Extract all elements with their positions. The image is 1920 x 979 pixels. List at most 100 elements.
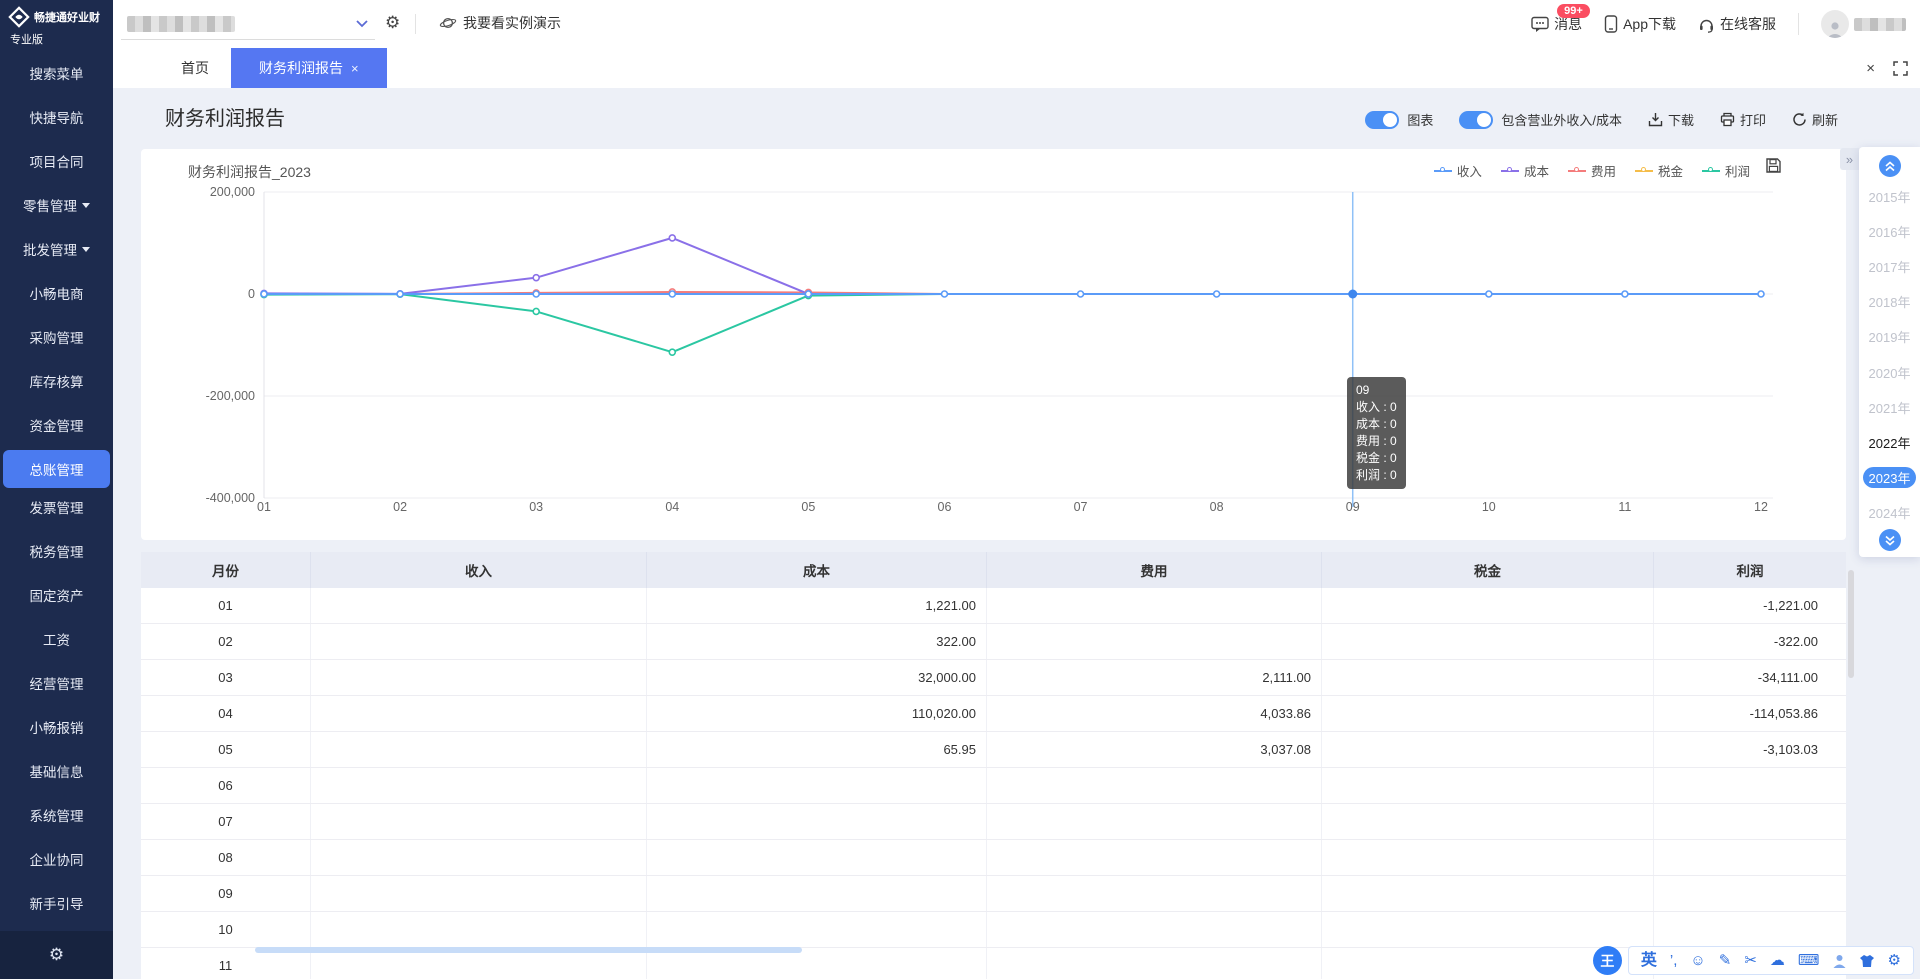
print-button[interactable]: 打印 — [1720, 110, 1766, 129]
year-panel-collapse-handle[interactable]: » — [1840, 148, 1859, 170]
sidebar-item-批发管理[interactable]: 批发管理 — [0, 227, 113, 271]
tab-财务利润报告[interactable]: 财务利润报告 × — [231, 48, 387, 88]
sidebar-item-总账管理[interactable]: 总账管理 — [3, 450, 110, 488]
page-title: 财务利润报告 — [165, 108, 285, 130]
close-all-icon[interactable]: × — [1866, 59, 1875, 77]
tab-close-icon[interactable]: × — [351, 60, 359, 76]
sidebar-item-零售管理[interactable]: 零售管理 — [0, 183, 113, 227]
legend-marker — [1701, 167, 1720, 172]
tab-首页[interactable]: 首页 — [181, 60, 209, 76]
ime-pen-icon[interactable]: ✎ — [1718, 952, 1732, 969]
table-row[interactable]: 07 — [141, 804, 1846, 840]
table-row[interactable]: 06 — [141, 768, 1846, 804]
sidebar-item-小畅电商[interactable]: 小畅电商 — [29, 287, 84, 302]
legend-item-收入[interactable]: 收入 — [1433, 161, 1482, 180]
year-option-2023年[interactable]: 2023年 — [1862, 466, 1917, 488]
sidebar-item-基础信息[interactable]: 基础信息 — [29, 765, 84, 780]
ime-cloud-icon[interactable]: ☁ — [1769, 952, 1785, 969]
sidebar-item-固定资产[interactable]: 固定资产 — [29, 589, 84, 604]
year-option-2020年[interactable]: 2020年 — [1868, 365, 1911, 381]
sidebar-item-工资[interactable]: 工资 — [43, 633, 70, 648]
gear-icon[interactable]: ⚙ — [385, 13, 401, 32]
table-body: 01 1,221.00 -1,221.00 02 322.00 -322.00 03 32,0… — [141, 588, 1846, 979]
include-nonoperating-toggle[interactable] — [1459, 110, 1494, 129]
sidebar-item-经营管理[interactable]: 经营管理 — [29, 677, 84, 692]
table-row[interactable]: 10 — [141, 912, 1846, 948]
ime-emoji-icon[interactable]: ☺ — [1690, 952, 1706, 969]
sidebar-item-项目合同[interactable]: 项目合同 — [29, 155, 84, 170]
sidebar-item-库存核算[interactable]: 库存核算 — [29, 375, 84, 390]
table-row[interactable]: 05 65.95 3,037.08 -3,103.03 — [141, 732, 1846, 768]
legend-item-费用[interactable]: 费用 — [1567, 161, 1616, 180]
org-selector[interactable] — [121, 8, 375, 40]
year-option-2016年[interactable]: 2016年 — [1868, 225, 1911, 241]
year-option-2022年[interactable]: 2022年 — [1868, 435, 1911, 451]
column-header-收入[interactable]: 收入 — [311, 552, 647, 588]
online-support-button[interactable]: 在线客服 — [1698, 14, 1776, 34]
year-option-2024年[interactable]: 2024年 — [1868, 505, 1911, 521]
download-button[interactable]: 下载 — [1648, 110, 1694, 129]
sidebar-item-系统管理[interactable]: 系统管理 — [29, 809, 84, 824]
chart-toggle[interactable] — [1365, 110, 1400, 129]
year-option-2017年[interactable]: 2017年 — [1868, 260, 1911, 276]
topbar-divider — [415, 14, 416, 34]
sidebar-item-搜索菜单[interactable]: 搜索菜单 — [29, 67, 84, 82]
main-area: ⚙ 我要看实例演示 消息 99+ — [113, 0, 1920, 979]
refresh-button[interactable]: 刷新 — [1792, 110, 1838, 129]
ime-keyboard-icon[interactable]: ⌨ — [1797, 952, 1820, 969]
year-option-2021年[interactable]: 2021年 — [1868, 400, 1911, 416]
sidebar-item-新手引导[interactable]: 新手引导 — [29, 897, 84, 912]
ime-skin-icon[interactable] — [1859, 954, 1875, 968]
vertical-scrollbar[interactable] — [1848, 570, 1854, 678]
legend-item-利润[interactable]: 利润 — [1701, 161, 1750, 180]
year-option-2015年[interactable]: 2015年 — [1868, 190, 1911, 205]
sidebar-item-小畅报销[interactable]: 小畅报销 — [29, 721, 84, 736]
table-row[interactable]: 01 1,221.00 -1,221.00 — [141, 588, 1846, 624]
year-option-2019年[interactable]: 2019年 — [1868, 330, 1911, 346]
table-row[interactable]: 02 322.00 -322.00 — [141, 624, 1846, 660]
sidebar-item-发票管理[interactable]: 发票管理 — [29, 501, 84, 516]
svg-text:11: 11 — [1618, 500, 1631, 514]
save-chart-button[interactable] — [1765, 157, 1782, 174]
demo-link[interactable]: 我要看实例演示 — [439, 13, 561, 33]
sidebar-item-资金管理[interactable]: 资金管理 — [29, 419, 84, 434]
legend-marker — [1433, 167, 1452, 172]
table-row[interactable]: 09 — [141, 876, 1846, 912]
messages-button[interactable]: 消息 99+ — [1531, 4, 1590, 34]
sidebar-item-快捷导航[interactable]: 快捷导航 — [29, 111, 84, 126]
sidebar-item-企业协同[interactable]: 企业协同 — [29, 853, 84, 868]
ime-scissors-icon[interactable]: ✂ — [1744, 952, 1757, 969]
legend-item-税金[interactable]: 税金 — [1634, 161, 1683, 180]
years-scroll-up-button[interactable] — [1878, 155, 1901, 177]
sidebar-item-采购管理[interactable]: 采购管理 — [29, 331, 84, 346]
fullscreen-icon[interactable] — [1893, 60, 1908, 76]
column-header-利润[interactable]: 利润 — [1654, 552, 1846, 588]
ime-punctuation-icon[interactable]: ’, — [1669, 952, 1678, 969]
column-header-月份[interactable]: 月份 — [141, 552, 311, 588]
ime-person-icon[interactable] — [1833, 954, 1846, 968]
column-header-税金[interactable]: 税金 — [1322, 552, 1654, 588]
ime-logo[interactable]: 王 — [1592, 946, 1622, 975]
table-row[interactable]: 08 — [141, 840, 1846, 876]
column-header-费用[interactable]: 费用 — [987, 552, 1322, 588]
legend-marker — [1634, 167, 1653, 172]
user-account[interactable] — [1821, 10, 1906, 38]
ime-settings-gear-icon[interactable]: ⚙ — [1887, 952, 1901, 969]
table-row[interactable]: 04 110,020.00 4,033.86 -114,053.86 — [141, 696, 1846, 732]
year-option-2018年[interactable]: 2018年 — [1868, 295, 1911, 311]
svg-text:07: 07 — [1074, 500, 1088, 514]
legend-item-成本[interactable]: 成本 — [1500, 161, 1549, 180]
table-row[interactable]: 03 32,000.00 2,111.00 -34,111.00 — [141, 660, 1846, 696]
column-header-成本[interactable]: 成本 — [647, 552, 987, 588]
chart-title: 财务利润报告_2023 — [188, 164, 311, 180]
sidebar-item-税务管理[interactable]: 税务管理 — [29, 545, 84, 560]
org-name-censored — [127, 15, 235, 32]
app-download-button[interactable]: App下载 — [1604, 14, 1676, 34]
settings-gear-icon[interactable]: ⚙ — [48, 945, 65, 964]
years-scroll-down-button[interactable] — [1878, 529, 1901, 551]
horizontal-scrollbar[interactable] — [255, 947, 802, 953]
ime-language-mode[interactable]: 英 — [1640, 951, 1657, 969]
chevron-down-icon[interactable] — [355, 19, 369, 28]
